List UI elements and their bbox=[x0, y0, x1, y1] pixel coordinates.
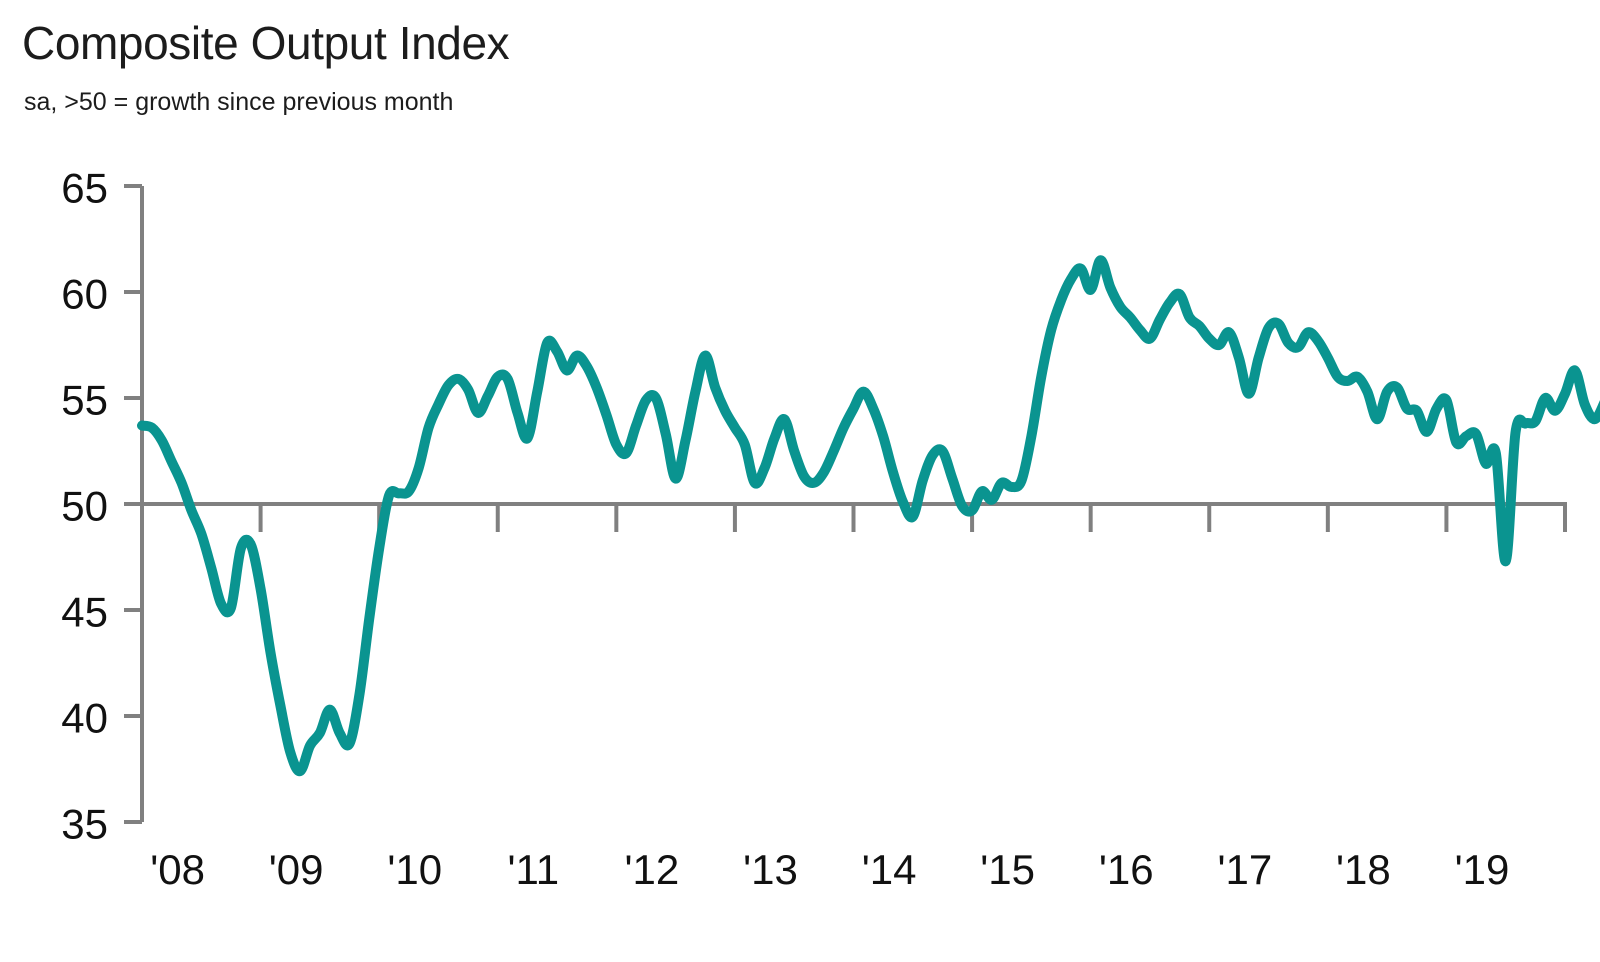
x-tick-label: '18 bbox=[1336, 846, 1391, 893]
x-tick-label: '15 bbox=[980, 846, 1035, 893]
x-tick-label: '19 bbox=[1455, 846, 1510, 893]
y-tick-label: 50 bbox=[61, 483, 108, 530]
x-tick-label: '13 bbox=[743, 846, 798, 893]
x-tick-label: '12 bbox=[625, 846, 680, 893]
x-tick-label: '16 bbox=[1099, 846, 1154, 893]
series-line bbox=[137, 255, 1600, 777]
x-tick-label: '17 bbox=[1217, 846, 1272, 893]
series-composite-output-index bbox=[137, 255, 1600, 777]
x-tick-label: '14 bbox=[862, 846, 917, 893]
x-tick-label: '08 bbox=[150, 846, 205, 893]
y-tick-label: 40 bbox=[61, 695, 108, 742]
y-tick-label: 65 bbox=[61, 165, 108, 212]
y-tick-label: 35 bbox=[61, 801, 108, 848]
x-tick-label: '10 bbox=[387, 846, 442, 893]
y-tick-label: 55 bbox=[61, 377, 108, 424]
x-tick-label: '11 bbox=[508, 846, 560, 893]
y-axis: 65 60 55 50 45 40 35 bbox=[61, 165, 144, 848]
chart-title: Composite Output Index bbox=[22, 17, 510, 69]
y-tick-label: 45 bbox=[61, 589, 108, 636]
chart-subtitle: sa, >50 = growth since previous month bbox=[24, 88, 454, 116]
y-tick-label: 60 bbox=[61, 271, 108, 318]
x-tick-label: '09 bbox=[269, 846, 324, 893]
